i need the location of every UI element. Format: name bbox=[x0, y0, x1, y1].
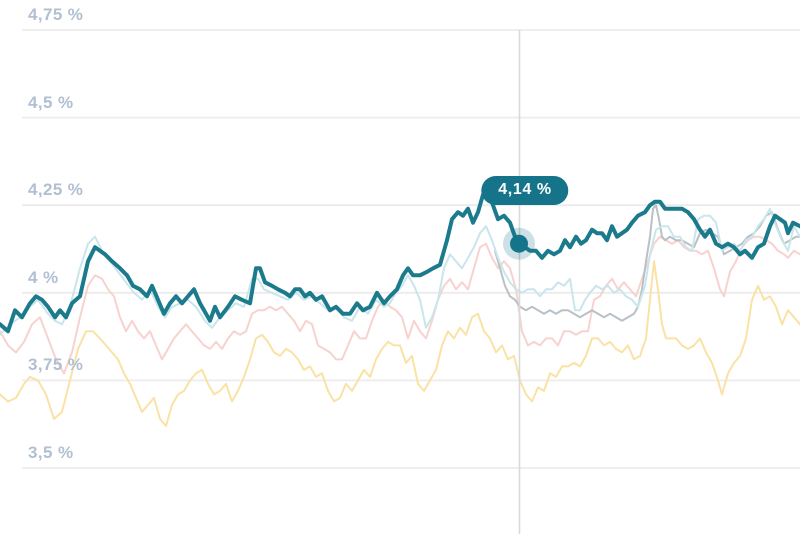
series-line-pink[interactable] bbox=[0, 235, 800, 375]
y-axis-tick-label: 4 % bbox=[28, 267, 59, 287]
y-axis-tick-label: 4,5 % bbox=[28, 92, 74, 112]
value-tooltip: 4,14 % bbox=[481, 176, 569, 205]
y-axis-tick-label: 4,75 % bbox=[28, 5, 84, 24]
y-axis-tick-label: 3,5 % bbox=[28, 443, 74, 462]
series-line-teal-main[interactable] bbox=[0, 189, 800, 334]
marker-dot bbox=[510, 234, 528, 253]
series-line-yellow[interactable] bbox=[0, 260, 800, 427]
y-axis-tick-label: 3,75 % bbox=[28, 355, 84, 375]
y-axis-tick-label: 4,25 % bbox=[28, 180, 84, 200]
tooltip-value: 4,14 % bbox=[498, 181, 552, 198]
series-line-gray[interactable] bbox=[494, 204, 800, 322]
